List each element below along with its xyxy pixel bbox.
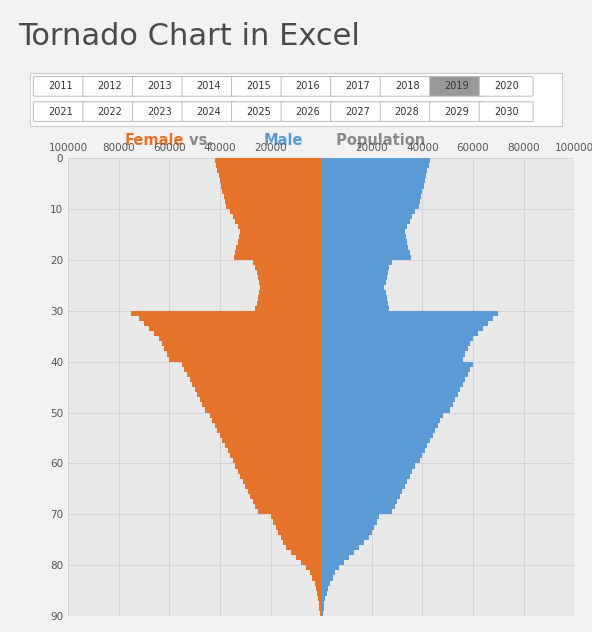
Text: 2017: 2017 <box>345 82 370 92</box>
Text: 2030: 2030 <box>494 107 519 117</box>
FancyBboxPatch shape <box>83 76 137 96</box>
FancyBboxPatch shape <box>480 102 533 121</box>
Text: 2025: 2025 <box>246 107 271 117</box>
Text: vs.: vs. <box>184 133 218 149</box>
FancyBboxPatch shape <box>133 76 186 96</box>
Text: Population: Population <box>330 133 425 149</box>
FancyBboxPatch shape <box>83 102 137 121</box>
Text: 2028: 2028 <box>395 107 420 117</box>
Text: Tornado Chart in Excel: Tornado Chart in Excel <box>18 22 359 51</box>
Text: Female: Female <box>124 133 184 149</box>
FancyBboxPatch shape <box>33 102 87 121</box>
Text: 2012: 2012 <box>98 82 122 92</box>
Text: 2014: 2014 <box>197 82 221 92</box>
FancyBboxPatch shape <box>331 76 384 96</box>
Text: 2013: 2013 <box>147 82 172 92</box>
FancyBboxPatch shape <box>182 76 236 96</box>
Text: 2016: 2016 <box>295 82 320 92</box>
FancyBboxPatch shape <box>281 102 335 121</box>
Text: 2023: 2023 <box>147 107 172 117</box>
Text: 2020: 2020 <box>494 82 519 92</box>
Text: 2018: 2018 <box>395 82 419 92</box>
Text: 2015: 2015 <box>246 82 271 92</box>
Text: 2026: 2026 <box>295 107 320 117</box>
Text: 2024: 2024 <box>197 107 221 117</box>
FancyBboxPatch shape <box>133 102 186 121</box>
Text: 2021: 2021 <box>48 107 73 117</box>
Text: 2011: 2011 <box>48 82 73 92</box>
Text: 2029: 2029 <box>444 107 469 117</box>
FancyBboxPatch shape <box>430 102 484 121</box>
Text: Male: Male <box>264 133 304 149</box>
FancyBboxPatch shape <box>430 76 484 96</box>
Text: 2019: 2019 <box>445 82 469 92</box>
FancyBboxPatch shape <box>182 102 236 121</box>
Text: 2022: 2022 <box>97 107 122 117</box>
FancyBboxPatch shape <box>380 76 434 96</box>
Text: 2027: 2027 <box>345 107 370 117</box>
FancyBboxPatch shape <box>480 76 533 96</box>
FancyBboxPatch shape <box>331 102 384 121</box>
FancyBboxPatch shape <box>281 76 335 96</box>
FancyBboxPatch shape <box>380 102 434 121</box>
FancyBboxPatch shape <box>231 76 285 96</box>
FancyBboxPatch shape <box>231 102 285 121</box>
FancyBboxPatch shape <box>33 76 87 96</box>
